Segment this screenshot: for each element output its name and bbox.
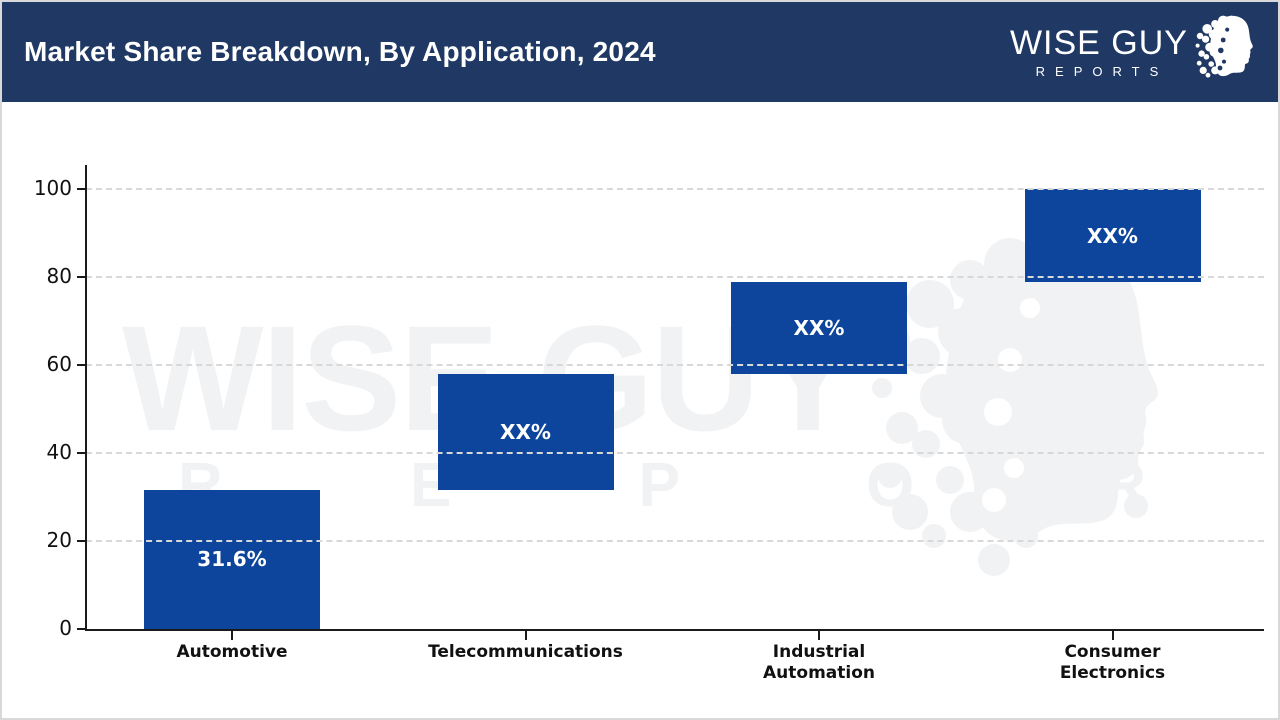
gridline-80 bbox=[86, 276, 1264, 278]
bar-automotive: 31.6% bbox=[144, 489, 320, 629]
bar-consumer-electronics: XX% bbox=[1024, 189, 1201, 283]
bar-value-label: XX% bbox=[1087, 223, 1138, 248]
y-tick-label-40: 40 bbox=[46, 440, 72, 464]
page-title: Market Share Breakdown, By Application, … bbox=[24, 36, 656, 67]
wiseguy-face-icon bbox=[1195, 15, 1253, 78]
x-category-label-0: Automotive bbox=[176, 642, 288, 662]
x-tick-mark-3 bbox=[1111, 631, 1114, 640]
x-category-label-1: Telecommunications bbox=[428, 642, 623, 662]
y-tick-label-100: 100 bbox=[33, 176, 72, 200]
y-tick-label-80: 80 bbox=[46, 264, 72, 288]
brand-name: WISE GUY bbox=[1009, 23, 1188, 62]
bar-value-label: XX% bbox=[500, 419, 551, 444]
y-axis-spine bbox=[85, 165, 87, 631]
bar-value-label: XX% bbox=[793, 316, 845, 341]
brand-subtitle: REPORTS bbox=[1035, 63, 1169, 79]
x-tick-mark-2 bbox=[818, 631, 820, 640]
gridline-20 bbox=[86, 540, 1264, 542]
y-tick-mark-60 bbox=[77, 364, 85, 366]
bar-value-label: 31.6% bbox=[197, 547, 267, 572]
header-bar: Market Share Breakdown, By Application, … bbox=[2, 2, 1278, 102]
y-tick-label-0: 0 bbox=[59, 616, 72, 640]
gridline-100 bbox=[86, 188, 1264, 190]
y-tick-mark-20 bbox=[77, 540, 85, 542]
x-category-label-2: Industrial Automation bbox=[763, 642, 875, 684]
x-tick-mark-1 bbox=[524, 631, 527, 640]
bar-telecommunications: XX% bbox=[437, 373, 614, 490]
brand-logo-text: WISE GUY REPORTS bbox=[1010, 26, 1188, 79]
bar-industrial-automation: XX% bbox=[731, 282, 907, 374]
y-tick-label-20: 20 bbox=[46, 528, 72, 552]
brand-logo: WISE GUY REPORTS bbox=[1010, 12, 1256, 92]
chart-region: WISE GUY R E P O R T S 31.6%XX%XX%XX%020… bbox=[2, 102, 1278, 718]
y-tick-mark-40 bbox=[77, 452, 85, 454]
y-tick-mark-0 bbox=[77, 628, 85, 630]
x-tick-mark-0 bbox=[231, 631, 233, 640]
watermark-face-icon bbox=[872, 238, 1158, 576]
gridline-40 bbox=[86, 452, 1264, 454]
watermark-dot bbox=[1124, 494, 1148, 518]
x-category-label-3: Consumer Electronics bbox=[1059, 642, 1166, 684]
plot-area: 31.6% XX% XX% XX% 0 20 40 60 80 100 Automotive Tele… bbox=[2, 102, 1278, 718]
y-tick-mark-100 bbox=[77, 188, 85, 190]
y-tick-mark-80 bbox=[77, 276, 85, 278]
y-tick-label-60: 60 bbox=[46, 352, 72, 376]
x-axis-spine bbox=[85, 629, 1264, 631]
gridline-60 bbox=[86, 364, 1264, 366]
